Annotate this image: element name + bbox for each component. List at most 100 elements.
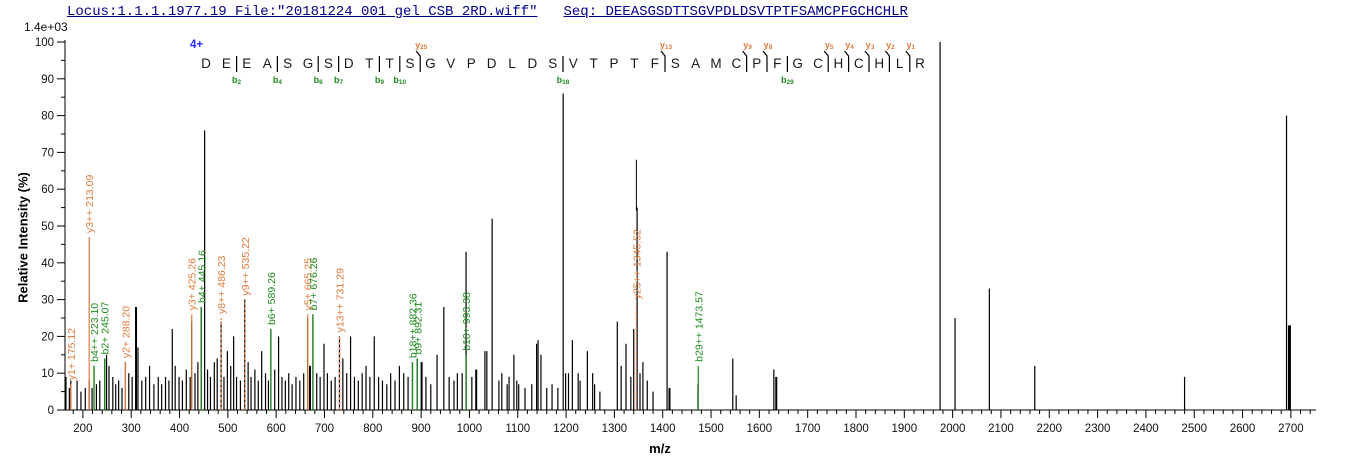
x-tick-label: 800 — [363, 423, 382, 435]
residue-letter: H — [834, 56, 844, 71]
residue-letter: T — [630, 56, 638, 71]
x-tick-label: 1600 — [747, 423, 773, 435]
y-tick-label: 100 — [35, 37, 54, 49]
ion-annotation-label: b10+ 993.38 — [461, 292, 473, 351]
residue-letter: S — [324, 56, 333, 71]
spectrum-peaks — [65, 42, 1291, 410]
residue-letter: A — [263, 56, 272, 71]
residue-letter: M — [710, 56, 721, 71]
x-tick-label: 1000 — [457, 423, 483, 435]
y-ion-marker-label: y5 — [825, 40, 834, 51]
residue-letter: C — [732, 56, 742, 71]
b-ion-marker-label: b9 — [375, 75, 385, 86]
ion-annotation-label: y9++ 535.22 — [240, 237, 252, 296]
ion-annotation-label: y13++ 731.29 — [335, 268, 347, 332]
axes — [64, 40, 1316, 411]
residue-letter: D — [487, 56, 497, 71]
y-tick-label: 0 — [48, 405, 54, 417]
y-tick-label: 70 — [41, 147, 54, 159]
residue-letter: F — [651, 56, 659, 71]
ion-annotation-label: y3++ 213.09 — [84, 174, 96, 233]
residue-letter: P — [752, 56, 761, 71]
y-tick-label: 30 — [41, 295, 54, 307]
x-tick-label: 2100 — [988, 423, 1014, 435]
y-ion-marker-label: y8 — [764, 40, 773, 51]
residue-letter: G — [425, 56, 436, 71]
ion-annotation-label: y5+ 665.25 — [303, 258, 315, 310]
ion-annotation-label: b29++ 1473.57 — [693, 291, 705, 362]
x-tick-label: 1100 — [505, 423, 530, 435]
x-tick-label: 1900 — [892, 423, 918, 435]
y-ion-marker-label: y2 — [886, 40, 895, 51]
x-tick-label: 900 — [412, 423, 431, 435]
x-axis-title: m/z — [649, 441, 671, 456]
x-tick-label: 2300 — [1085, 423, 1111, 435]
peptide-sequence: 4+D E E A S G S D T T S G V P D L D S V T P T F S A M C P F G C H C H L Rb2… — [190, 39, 925, 86]
residue-letter: S — [548, 56, 557, 71]
y-axis-ticks: 0 10 20 30 40 50 60 70 80 90 100 — [35, 37, 65, 417]
residue-letter: S — [671, 56, 680, 71]
x-tick-label: 1800 — [843, 423, 869, 435]
residue-letter: G — [792, 56, 803, 71]
x-tick-label: 500 — [218, 423, 237, 435]
residue-letter: A — [691, 56, 700, 71]
ion-annotation-label: b4++ 223.10 — [89, 303, 101, 362]
ion-annotation-label: b4+ 445.16 — [196, 250, 208, 303]
residue-letter: H — [874, 56, 884, 71]
x-tick-label: 400 — [170, 423, 189, 435]
ion-annotation-label: y8++ 486.23 — [216, 255, 228, 314]
residue-letter: T — [589, 56, 597, 71]
x-tick-label: 2700 — [1278, 423, 1304, 435]
y-ion-marker-label: y25 — [415, 40, 428, 51]
y-tick-label: 90 — [41, 74, 54, 86]
intensity-scale-note: 1.4e+03 — [24, 20, 68, 34]
x-tick-label: 2000 — [940, 423, 966, 435]
ion-annotation-label: y25++ 1345.52 — [631, 229, 643, 299]
b-ion-marker-label: b7 — [334, 75, 344, 86]
ion-annotation-label: b7+ 676.26 — [308, 257, 320, 310]
residue-letter: P — [609, 56, 618, 71]
y-ion-marker-label: y9 — [743, 40, 752, 51]
x-tick-label: 700 — [315, 423, 334, 435]
x-tick-label: 600 — [267, 423, 286, 435]
b-ion-marker-label: b4 — [273, 75, 283, 86]
residue-letter: V — [569, 56, 578, 71]
y-ion-marker-label: y4 — [845, 40, 854, 51]
x-tick-label: 1700 — [795, 423, 821, 435]
y-tick-label: 20 — [41, 331, 54, 343]
y-tick-label: 40 — [41, 258, 54, 270]
b-ion-marker-label: b6 — [314, 75, 324, 86]
residue-letter: D — [528, 56, 538, 71]
ion-annotation-label: b9+ 892.31 — [412, 301, 424, 354]
residue-letter: T — [365, 56, 373, 71]
y-ion-marker-label: y13 — [660, 40, 673, 51]
residue-letter: G — [303, 56, 314, 71]
residue-letter: C — [813, 56, 823, 71]
y-tick-label: 60 — [41, 184, 54, 196]
ion-annotation-label: y1+ 175.12 — [66, 328, 78, 380]
ion-annotation-label: y2+ 288.20 — [120, 306, 132, 358]
residue-letter: E — [222, 56, 231, 71]
y-ion-marker-label: y3 — [866, 40, 875, 51]
spectrum-header: Locus:1.1.1.1977.19 File:"20181224_001_g… — [67, 4, 908, 20]
y-ion-marker-label: y1 — [906, 40, 915, 51]
residue-letter: C — [854, 56, 864, 71]
residue-letter: E — [242, 56, 251, 71]
locus-file-label: Locus:1.1.1.1977.19 File:"20181224_001_g… — [67, 4, 538, 20]
b-ion-marker-label: b2 — [232, 75, 242, 86]
residue-letter: S — [283, 56, 292, 71]
residue-letter: V — [446, 56, 455, 71]
ion-annotation-label: y3+ 425.26 — [187, 258, 199, 310]
y-tick-label: 50 — [41, 221, 54, 233]
precursor-charge-label: 4+ — [190, 39, 203, 51]
ion-annotation-label: b18++ 882.36 — [408, 293, 420, 358]
ion-annotation-label: b2+ 245.07 — [100, 301, 112, 354]
x-tick-label: 2600 — [1230, 423, 1256, 435]
residue-letter: L — [508, 56, 516, 71]
y-tick-label: 10 — [41, 368, 54, 380]
x-tick-label: 300 — [122, 423, 141, 435]
x-tick-label: 200 — [73, 423, 92, 435]
sequence-header-label: Seq: DEEASGSDTTSGVPDLDSVTPTFSAMCPFGCHCHL… — [563, 4, 908, 20]
